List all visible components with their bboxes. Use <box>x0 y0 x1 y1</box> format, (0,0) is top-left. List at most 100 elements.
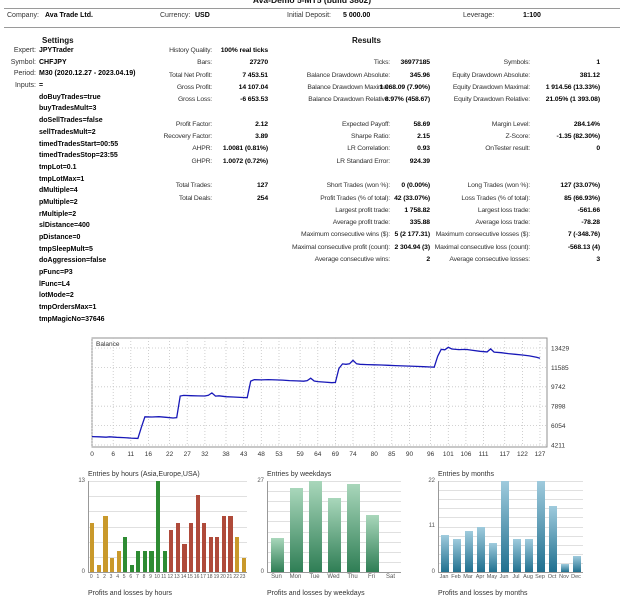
x-axis-label: 6 <box>129 574 133 580</box>
chart-gridline <box>89 496 247 498</box>
balance-y-tick: 6054 <box>551 423 566 430</box>
balance-y-tick: 4211 <box>551 442 565 449</box>
result-value: -78.28 <box>581 219 600 227</box>
x-axis-label: 10 <box>154 574 160 580</box>
result-row: Margin Level: 284.14% <box>0 120 600 132</box>
x-axis-label: 1 <box>96 574 100 580</box>
result-value: -561.66 <box>577 206 600 214</box>
result-label: Gross Profit: <box>176 83 212 91</box>
balance-x-tick: 117 <box>500 451 511 458</box>
balance-x-tick: 16 <box>145 451 153 458</box>
balance-x-tick: 6 <box>111 451 115 458</box>
bar-Feb <box>452 538 462 572</box>
result-label: Maximum consecutive losses ($): <box>435 231 530 239</box>
result-row: Equity Drawdown Absolute: 381.12 <box>0 71 600 83</box>
result-value: 85 (66.93%) <box>564 194 600 202</box>
result-value: 0 <box>596 145 600 153</box>
company-label: Company: <box>7 12 39 19</box>
result-label: Recovery Factor: <box>163 133 212 141</box>
setting-row: buyTradesMult=3 <box>0 105 200 117</box>
leverage-value: 1:100 <box>523 12 541 19</box>
balance-x-tick: 122 <box>517 451 528 458</box>
x-axis-label: 9 <box>149 574 152 580</box>
result-row: Total Deals: 254 <box>0 194 268 206</box>
chart-gridline <box>439 499 583 501</box>
setting-value: CHFJPY <box>39 58 67 66</box>
bar-7 <box>136 551 141 572</box>
result-value: 3 <box>596 256 600 264</box>
balance-y-tick: 13429 <box>551 345 569 352</box>
result-value: 2.12 <box>255 120 268 128</box>
result-row: Gross Loss: -6 653.53 <box>0 95 268 107</box>
chart-gridline <box>439 544 583 546</box>
setting-row: tmpOrdersMax=1 <box>0 304 200 316</box>
x-axis-label: 3 <box>109 574 113 580</box>
bar-5 <box>123 537 128 572</box>
result-row: OnTester result: 0 <box>0 144 600 156</box>
entries-by-hours-chart: Entries by hours (Asia,Europe,USA) 13 0 0 1 2… <box>72 469 252 600</box>
result-label: Loss Trades (% of total): <box>461 194 530 202</box>
result-label: LR Standard Error: <box>336 157 391 165</box>
chart-plot-area <box>438 481 583 573</box>
balance-x-tick: 32 <box>201 451 209 458</box>
bar-4 <box>116 551 121 572</box>
y-axis-label: 0 <box>260 568 264 575</box>
bar-8 <box>142 551 148 572</box>
result-value: 0 (0.00%) <box>401 182 430 190</box>
bar-21 <box>228 516 233 572</box>
chart-title: Entries by months <box>438 471 495 478</box>
chart-gridline <box>89 526 247 528</box>
setting-value: timedTradesStart=00:55 <box>39 140 119 148</box>
setting-label: Period: <box>13 70 36 78</box>
result-value: 42 (33.07%) <box>394 194 430 202</box>
result-row: Total Net Profit: 7 453.51 <box>0 71 268 83</box>
x-axis-label: Dec <box>571 574 581 580</box>
bar-Dec <box>572 555 582 572</box>
result-label: Symbols: <box>503 59 531 67</box>
bar-22 <box>235 537 240 572</box>
setting-row: tmpLotMax=1 <box>0 176 200 188</box>
x-axis-label: Wed <box>327 574 340 580</box>
result-row: Profit Trades (% of total): 42 (33.07%) <box>0 194 430 206</box>
balance-x-tick: 0 <box>90 451 94 458</box>
chart-gridline <box>439 535 583 537</box>
bar-Tue <box>309 481 322 572</box>
result-row: Loss Trades (% of total): 85 (66.93%) <box>0 194 600 206</box>
result-row: AHPR: 1.0081 (0.81%) <box>0 144 268 156</box>
setting-value: pDistance=0 <box>39 234 81 241</box>
x-axis-label: 23 <box>239 574 246 580</box>
balance-x-tick: 38 <box>222 451 230 458</box>
result-value: 58.69 <box>413 120 430 128</box>
x-axis-label: Apr <box>475 574 485 580</box>
result-value: 1 068.09 (7.90%) <box>379 83 430 91</box>
x-axis-label: Mon <box>289 574 302 580</box>
x-axis-label: 2 <box>103 574 106 580</box>
setting-value: timedTradesStop=23:55 <box>39 152 118 160</box>
bar-0 <box>90 523 95 572</box>
deposit-label: Initial Deposit: <box>287 12 331 19</box>
bar-16 <box>195 495 200 572</box>
chart-gridline <box>439 481 583 482</box>
x-axis-label: 15 <box>187 574 193 580</box>
balance-x-tick: 22 <box>166 451 174 458</box>
result-label: Profit Factor: <box>175 120 212 128</box>
bar-19 <box>215 537 220 572</box>
bar-23 <box>241 558 246 572</box>
x-axis-label: 5 <box>122 574 126 580</box>
x-axis-label: 14 <box>180 574 187 580</box>
balance-x-tick: 106 <box>460 451 471 458</box>
balance-x-tick: 64 <box>314 451 322 458</box>
setting-row: timedTradesStart=00:55 <box>0 141 200 153</box>
setting-row: timedTradesStop=23:55 <box>0 152 200 164</box>
profits-losses-title: Profits and losses by months <box>438 590 528 597</box>
result-value: 1 914.56 (13.33%) <box>545 83 600 91</box>
bar-9 <box>149 551 154 572</box>
x-axis-label: Sun <box>271 574 282 580</box>
results-heading: Results <box>352 36 381 45</box>
setting-row: sellTradesMult=2 <box>0 129 200 141</box>
result-row: Symbols: 1 <box>0 58 600 70</box>
result-value: 284.14% <box>573 120 600 128</box>
balance-x-tick: 48 <box>258 451 266 458</box>
result-value: 7 (-348.76) <box>567 231 600 239</box>
result-value: 924.39 <box>409 157 430 165</box>
